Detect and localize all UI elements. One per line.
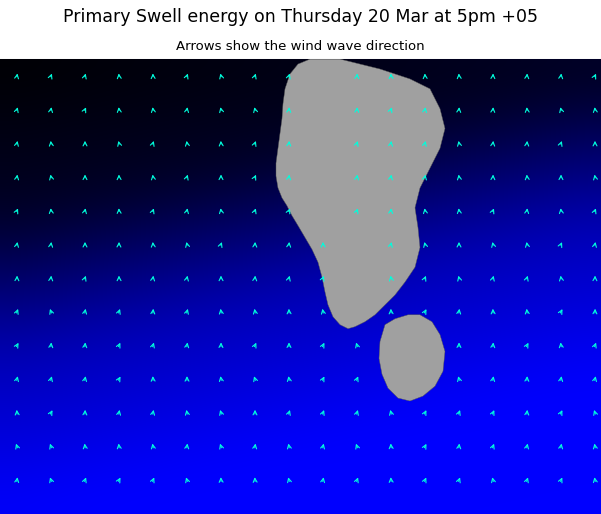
Polygon shape	[379, 315, 445, 401]
Text: Primary Swell energy on Thursday 20 Mar at 5pm +05: Primary Swell energy on Thursday 20 Mar …	[63, 8, 538, 26]
Text: Arrows show the wind wave direction: Arrows show the wind wave direction	[176, 40, 425, 52]
Polygon shape	[276, 59, 445, 328]
